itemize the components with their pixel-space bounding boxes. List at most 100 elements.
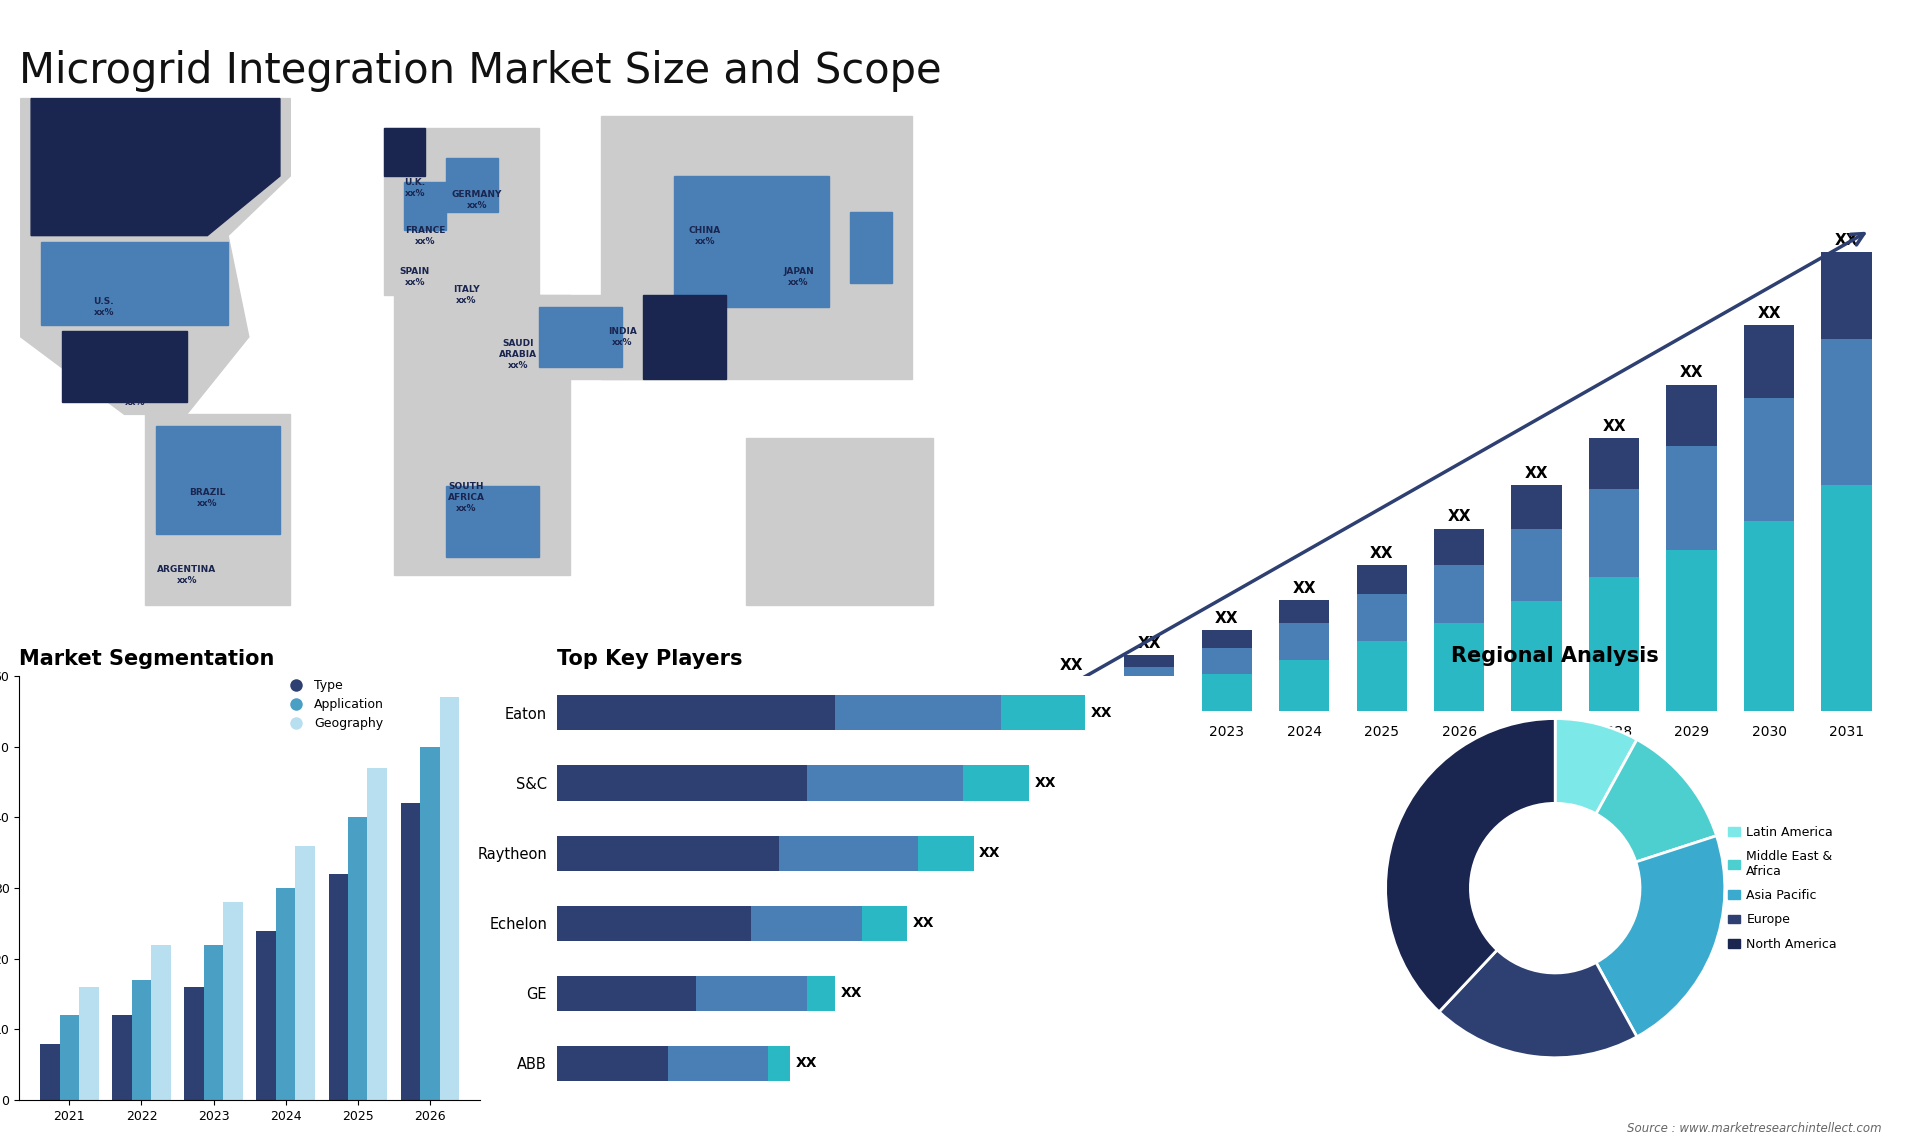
- Legend: Type, Application, Geography: Type, Application, Geography: [278, 674, 388, 736]
- Bar: [1202, 647, 1252, 674]
- Bar: [695, 975, 806, 1011]
- Bar: [862, 905, 906, 941]
- Text: XX: XX: [1603, 419, 1626, 434]
- Polygon shape: [445, 158, 497, 212]
- Text: XX: XX: [1091, 706, 1112, 720]
- Bar: [1590, 489, 1640, 576]
- Text: XX: XX: [1448, 509, 1471, 524]
- Bar: [1667, 385, 1716, 446]
- Bar: [60, 1015, 79, 1100]
- Bar: [1667, 446, 1716, 550]
- Text: 2024: 2024: [1286, 725, 1321, 739]
- Polygon shape: [643, 296, 726, 378]
- Bar: [132, 980, 152, 1100]
- Text: XX: XX: [1371, 545, 1394, 560]
- Bar: [557, 766, 806, 801]
- Text: XX: XX: [979, 846, 1000, 861]
- Polygon shape: [540, 307, 622, 367]
- Bar: [1279, 623, 1329, 660]
- Text: GERMANY
xx%: GERMANY xx%: [451, 190, 503, 210]
- Bar: [152, 944, 171, 1100]
- Bar: [557, 905, 751, 941]
- Bar: [751, 905, 862, 941]
- Text: U.S.
xx%: U.S. xx%: [94, 297, 113, 317]
- Text: CHINA
xx%: CHINA xx%: [689, 226, 722, 245]
- Bar: [1590, 439, 1640, 489]
- Bar: [1822, 485, 1872, 711]
- Wedge shape: [1555, 719, 1638, 814]
- Bar: [780, 835, 918, 871]
- Text: SPAIN
xx%: SPAIN xx%: [399, 267, 430, 288]
- Bar: [557, 975, 695, 1011]
- Polygon shape: [21, 99, 290, 415]
- Bar: [1743, 398, 1795, 521]
- Bar: [1046, 677, 1096, 684]
- Text: XX: XX: [1060, 658, 1083, 673]
- Bar: [1434, 623, 1484, 711]
- Text: XX: XX: [795, 1057, 818, 1070]
- Polygon shape: [384, 128, 540, 296]
- Polygon shape: [540, 296, 643, 378]
- Bar: [1202, 674, 1252, 711]
- Bar: [1279, 599, 1329, 623]
- Polygon shape: [747, 438, 933, 605]
- Text: XX: XX: [1680, 366, 1703, 380]
- Bar: [204, 944, 223, 1100]
- Polygon shape: [42, 242, 228, 325]
- Bar: [276, 888, 296, 1100]
- Bar: [40, 1044, 60, 1100]
- Text: ITALY
xx%: ITALY xx%: [453, 285, 480, 305]
- Legend: Latin America, Middle East &
Africa, Asia Pacific, Europe, North America: Latin America, Middle East & Africa, Asi…: [1722, 821, 1841, 956]
- Polygon shape: [601, 117, 912, 378]
- Bar: [1743, 521, 1795, 711]
- Text: 2023: 2023: [1210, 725, 1244, 739]
- Text: 2030: 2030: [1751, 725, 1788, 739]
- Bar: [401, 803, 420, 1100]
- Wedge shape: [1596, 835, 1724, 1037]
- Text: 2022: 2022: [1131, 725, 1167, 739]
- Polygon shape: [405, 182, 445, 229]
- Bar: [1002, 696, 1085, 730]
- Text: XX: XX: [1137, 636, 1162, 651]
- Text: U.K.
xx%: U.K. xx%: [403, 178, 426, 198]
- Bar: [557, 696, 835, 730]
- Bar: [1511, 602, 1561, 711]
- Bar: [79, 987, 98, 1100]
- Bar: [257, 931, 276, 1100]
- Text: 2028: 2028: [1597, 725, 1632, 739]
- Text: XX: XX: [1215, 611, 1238, 626]
- Text: 2031: 2031: [1830, 725, 1864, 739]
- Bar: [1279, 660, 1329, 711]
- Text: SAUDI
ARABIA
xx%: SAUDI ARABIA xx%: [499, 339, 538, 370]
- Bar: [1123, 667, 1175, 684]
- Text: BRAZIL
xx%: BRAZIL xx%: [190, 488, 225, 508]
- Text: CANADA
xx%: CANADA xx%: [123, 190, 167, 210]
- Text: Top Key Players: Top Key Players: [557, 649, 743, 669]
- Bar: [1511, 528, 1561, 602]
- Bar: [348, 817, 367, 1100]
- Bar: [420, 747, 440, 1100]
- Text: XX: XX: [1757, 306, 1782, 321]
- Wedge shape: [1440, 950, 1638, 1058]
- Bar: [835, 696, 1002, 730]
- Bar: [296, 846, 315, 1100]
- Bar: [1667, 550, 1716, 711]
- Text: XX: XX: [1836, 233, 1859, 248]
- Text: INDIA
xx%: INDIA xx%: [607, 327, 637, 347]
- Text: 2025: 2025: [1365, 725, 1400, 739]
- Polygon shape: [384, 128, 424, 176]
- Bar: [962, 766, 1029, 801]
- Text: Microgrid Integration Market Size and Scope: Microgrid Integration Market Size and Sc…: [19, 50, 943, 92]
- Bar: [1046, 696, 1096, 711]
- Bar: [1046, 684, 1096, 696]
- Bar: [1743, 324, 1795, 398]
- Text: Source : www.marketresearchintellect.com: Source : www.marketresearchintellect.com: [1626, 1122, 1882, 1135]
- Text: Market Segmentation: Market Segmentation: [19, 649, 275, 669]
- Bar: [668, 1046, 768, 1081]
- Bar: [111, 1015, 132, 1100]
- Text: XX: XX: [841, 987, 862, 1000]
- Bar: [1202, 630, 1252, 647]
- Polygon shape: [394, 296, 570, 575]
- Text: MEXICO
xx%: MEXICO xx%: [115, 386, 156, 407]
- Bar: [1511, 485, 1561, 528]
